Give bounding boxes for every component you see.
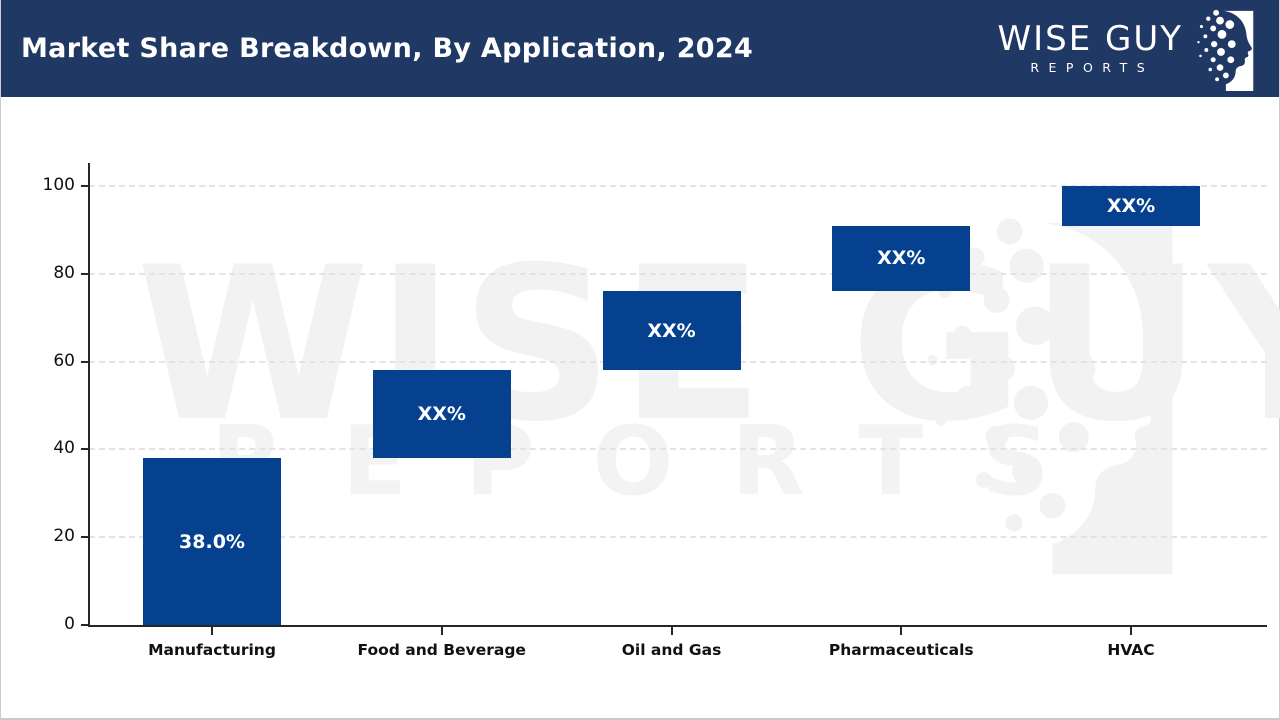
gridline-80	[89, 272, 1267, 275]
y-tick-label: 100	[42, 175, 75, 195]
y-axis-tick	[81, 624, 89, 626]
y-axis-line	[88, 163, 90, 627]
category-label: Food and Beverage	[357, 641, 526, 659]
y-axis-tick	[81, 448, 89, 451]
x-axis-line	[88, 625, 1267, 627]
x-axis-tick	[211, 627, 213, 635]
y-tick-label: 80	[53, 262, 75, 283]
y-tick-label: 20	[53, 526, 75, 547]
y-axis-tick	[81, 536, 89, 539]
waterfall-bar: XX%	[602, 291, 741, 371]
y-tick-label: 40	[53, 438, 75, 459]
bar-value-label: XX%	[417, 403, 466, 426]
y-axis-tick	[81, 360, 89, 363]
x-axis-tick	[440, 627, 443, 635]
waterfall-bar: 38.0%	[143, 458, 281, 625]
bar-value-label: XX%	[1106, 194, 1156, 217]
waterfall-bar: XX%	[372, 370, 511, 459]
waterfall-bar: XX%	[1062, 186, 1200, 226]
x-axis-tick	[1130, 627, 1132, 635]
category-label: HVAC	[1107, 641, 1155, 659]
category-label: Manufacturing	[148, 641, 276, 659]
x-axis-tick	[900, 627, 903, 635]
y-tick-label: 60	[53, 350, 75, 371]
gridline-40	[89, 448, 1267, 451]
x-axis-tick	[670, 627, 673, 635]
gridline-20	[89, 536, 1267, 539]
y-axis-tick	[81, 185, 89, 187]
brand-name: WISE GUY	[997, 19, 1183, 59]
gridline-100	[89, 185, 1267, 187]
brand-sub: REPORTS	[1030, 60, 1155, 75]
page-title: Market Share Breakdown, By Application, …	[21, 33, 754, 64]
y-tick-label: 0	[64, 614, 75, 634]
bar-value-label: XX%	[877, 247, 926, 270]
waterfall-bar: XX%	[832, 225, 971, 292]
bar-value-label: 38.0%	[179, 530, 245, 553]
category-label: Oil and Gas	[621, 641, 722, 659]
category-label: Pharmaceuticals	[828, 641, 974, 659]
bar-value-label: XX%	[647, 319, 696, 342]
brand-face-icon	[1197, 9, 1254, 91]
brand-logo: WISE GUY REPORTS	[997, 5, 1257, 93]
watermark-brand-sub: REPORTS	[211, 407, 1108, 517]
brand-text: WISE GUY REPORTS	[997, 22, 1183, 75]
header: Market Share Breakdown, By Application, …	[1, 0, 1279, 97]
y-axis-tick	[81, 272, 89, 275]
